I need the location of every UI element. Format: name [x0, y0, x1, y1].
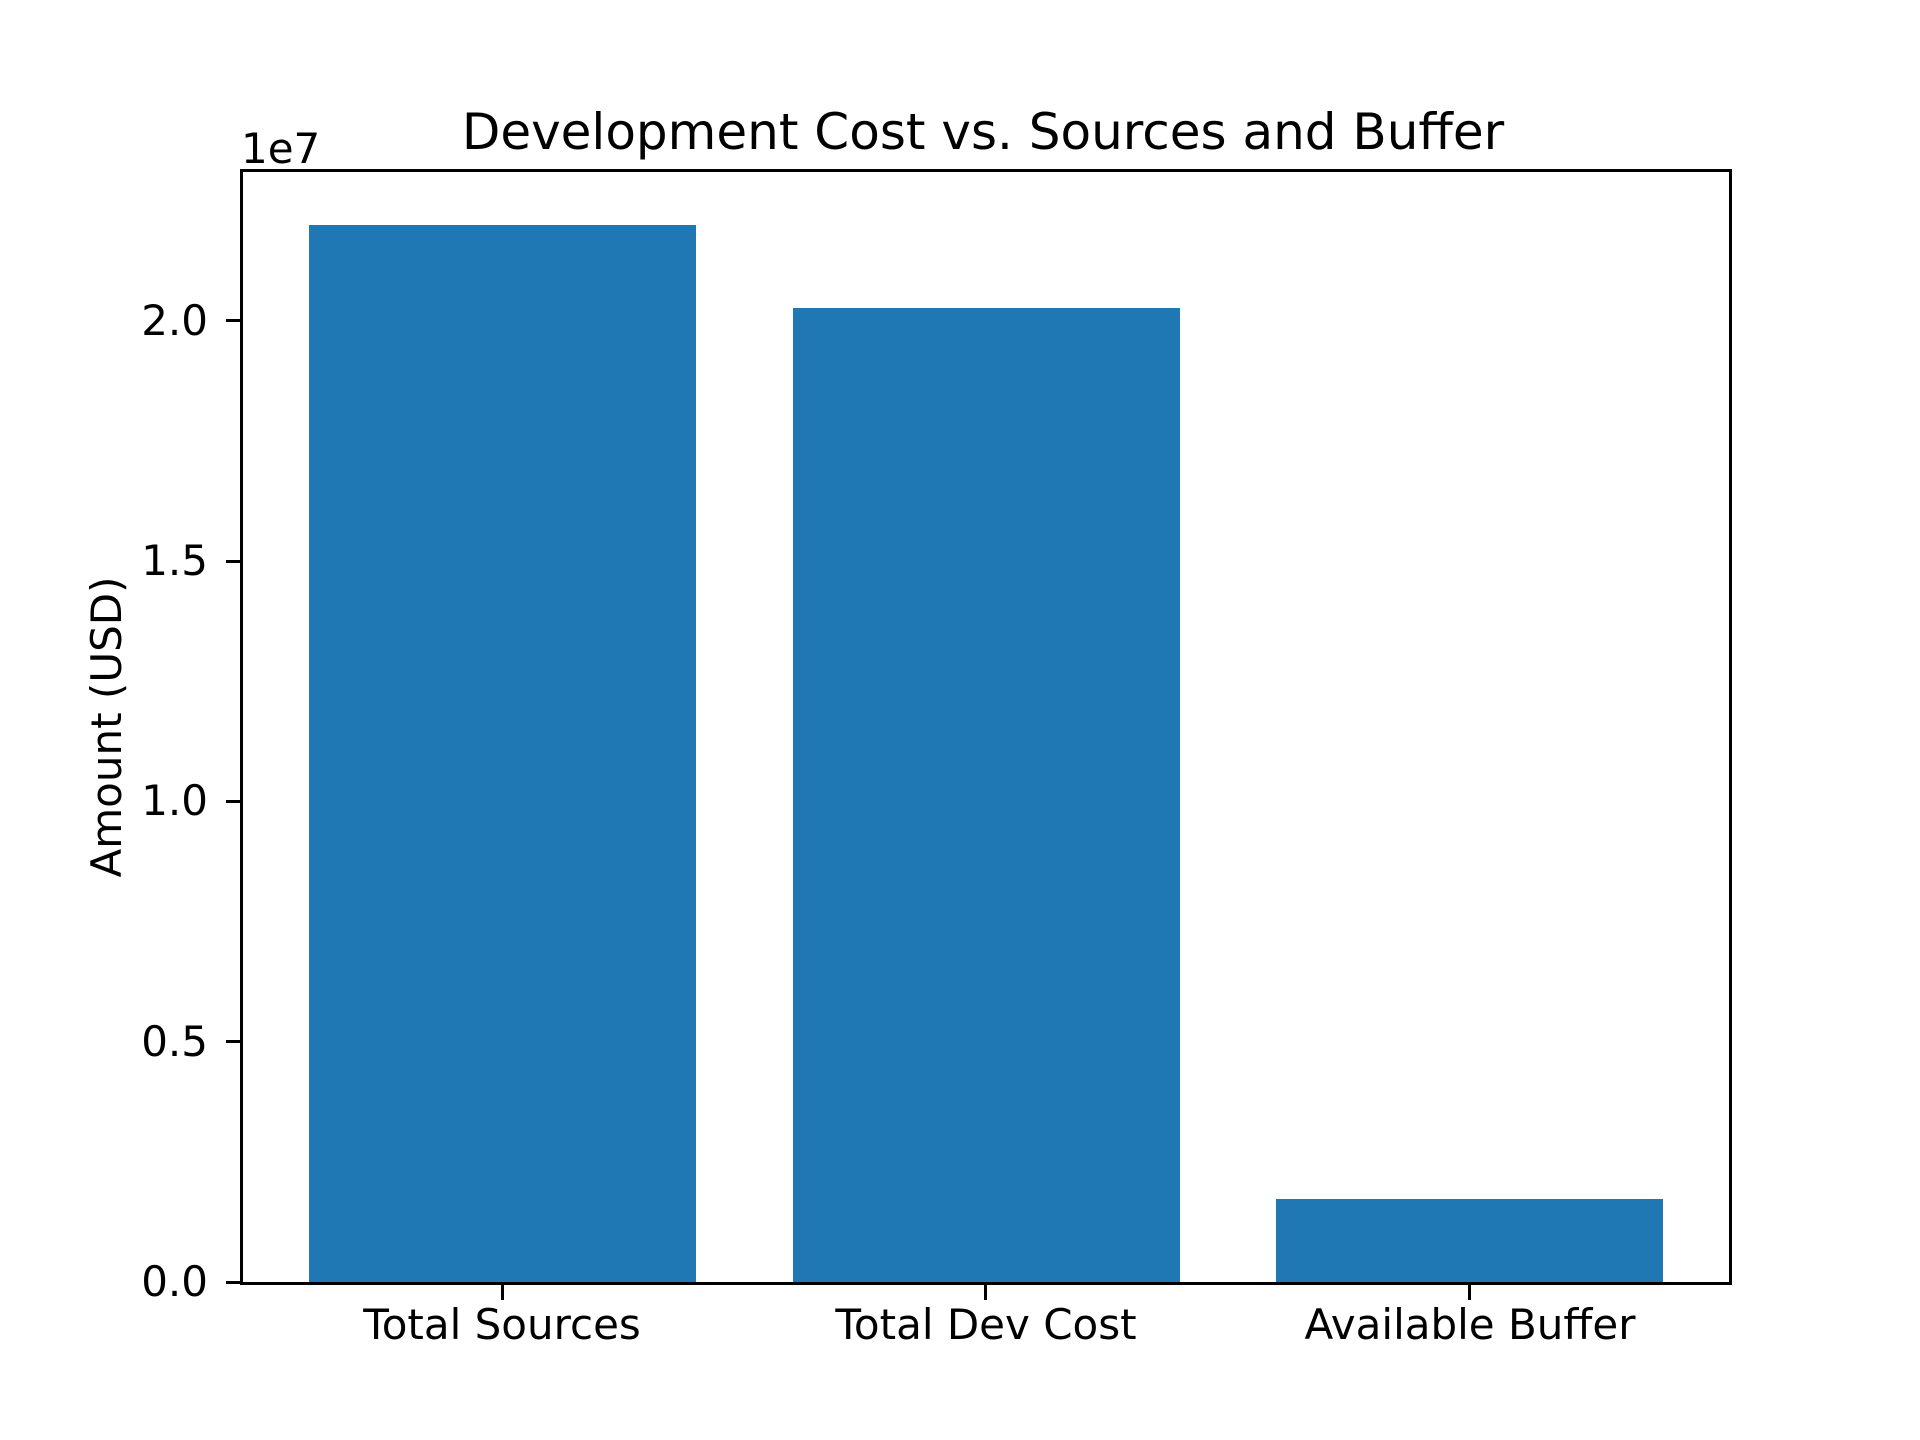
- y-tick-label: 0.5: [141, 1017, 208, 1066]
- chart-title: Development Cost vs. Sources and Buffer: [461, 103, 1505, 161]
- y-tick-label: 1.5: [141, 536, 208, 585]
- bar-available-buffer: [1276, 1199, 1663, 1282]
- x-tick-mark: [1468, 1285, 1471, 1300]
- x-tick-label: Total Sources: [363, 1300, 641, 1349]
- y-tick-mark: [226, 560, 241, 563]
- y-axis-label: Amount (USD): [82, 576, 131, 878]
- y-tick-label: 0.0: [141, 1257, 208, 1306]
- x-tick-mark: [501, 1285, 504, 1300]
- x-tick-mark: [984, 1285, 987, 1300]
- y-tick-label: 1.0: [141, 776, 208, 825]
- y-tick-label: 2.0: [141, 296, 208, 345]
- y-tick-mark: [226, 1040, 241, 1043]
- bar-total-sources: [309, 225, 696, 1282]
- bar-total-dev-cost: [793, 308, 1180, 1282]
- plot-area: [240, 169, 1732, 1285]
- y-tick-mark: [226, 800, 241, 803]
- y-tick-mark: [226, 1281, 241, 1284]
- x-tick-label: Available Buffer: [1304, 1300, 1636, 1349]
- y-axis-offset-text: 1e7: [241, 124, 321, 173]
- y-tick-mark: [226, 319, 241, 322]
- x-tick-label: Total Dev Cost: [835, 1300, 1137, 1349]
